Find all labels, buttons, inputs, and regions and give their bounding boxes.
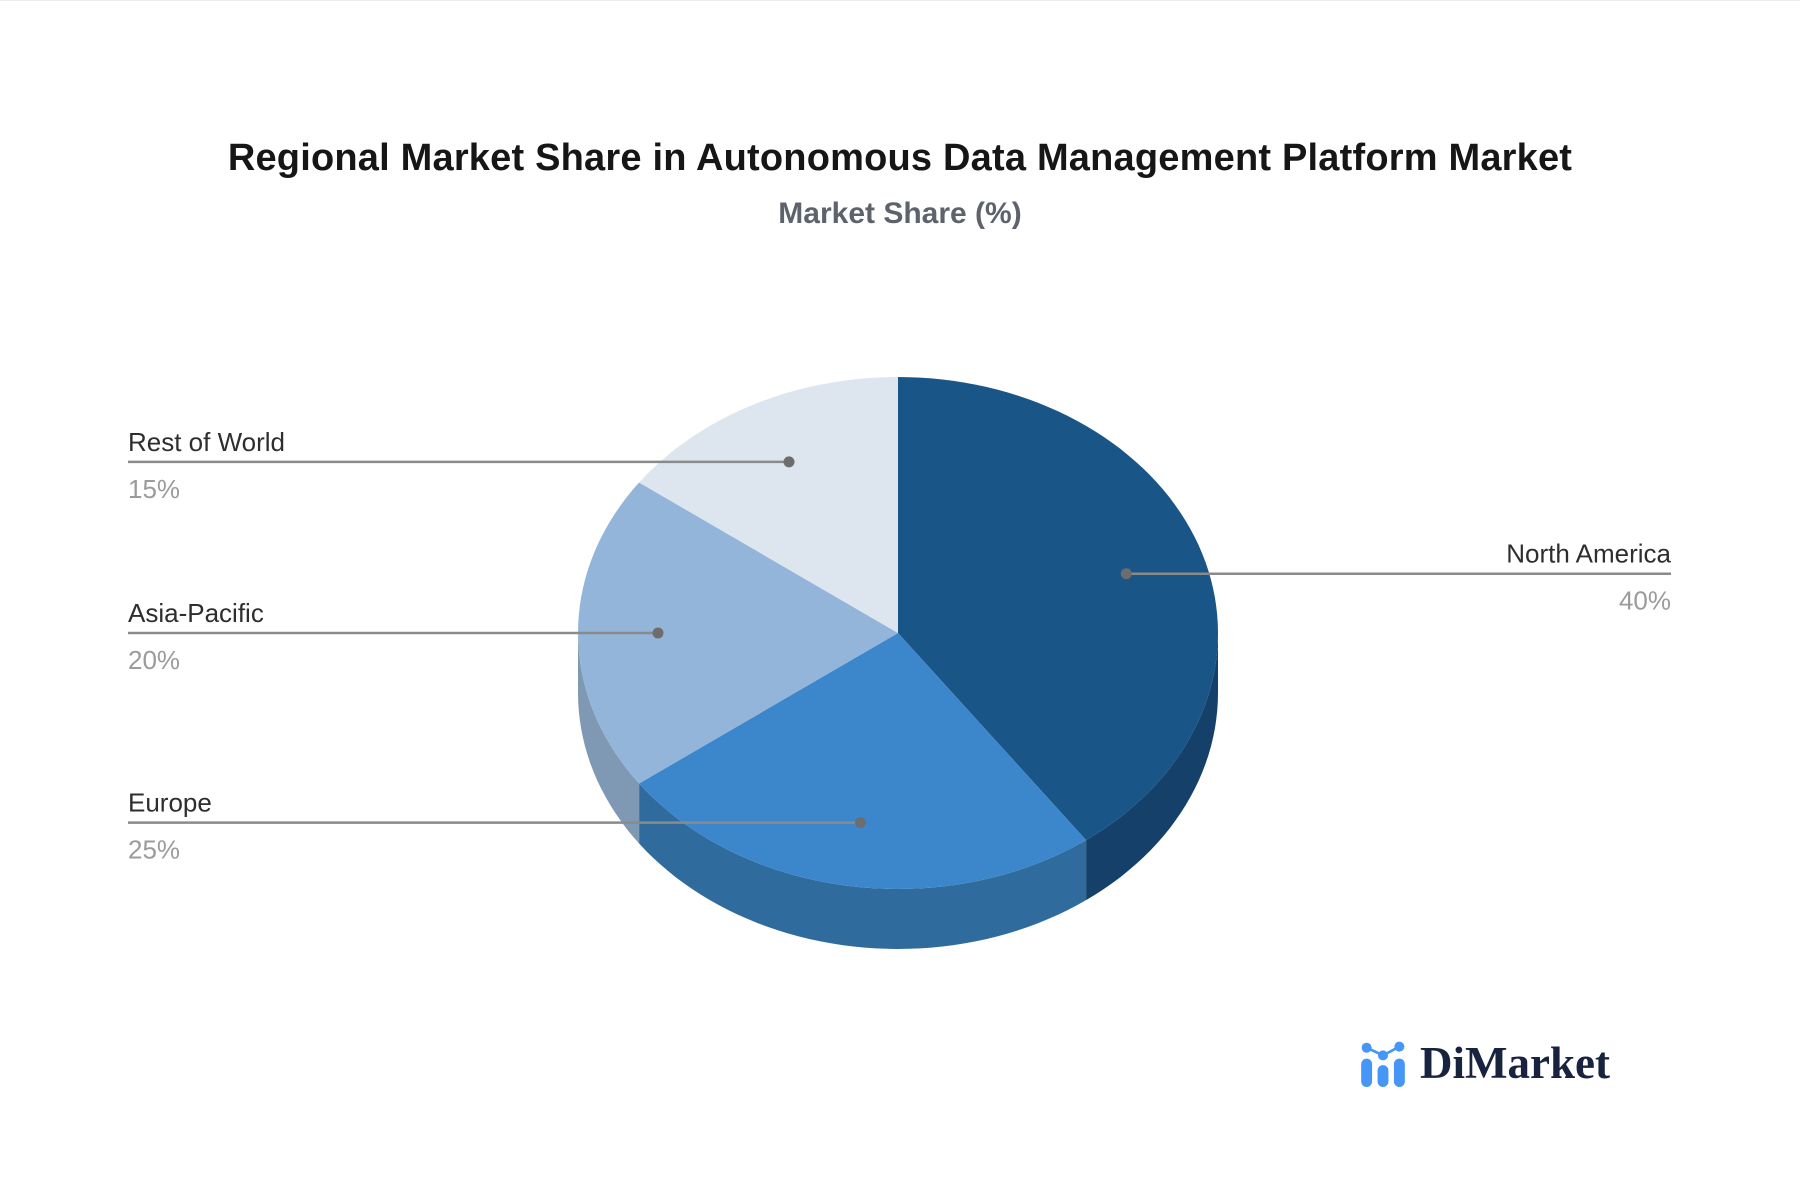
- pie-slice-side-europe: [639, 783, 1087, 949]
- pie-label-rest-of-world: Rest of World: [128, 427, 285, 457]
- pie-slice-side-asia-pacific: [578, 633, 640, 844]
- pie-percent-europe: 25%: [128, 835, 180, 865]
- bar-chart-logo-icon: [1361, 1041, 1405, 1087]
- pie-slice-asia-pacific: [578, 482, 898, 784]
- pie-slice-rest-of-world: [639, 377, 898, 633]
- leader-dot-europe: [855, 817, 866, 829]
- pie-slice-europe: [639, 633, 1087, 889]
- pie-slice-side-north-america: [1086, 633, 1218, 901]
- leader-dot-rest-of-world: [783, 456, 795, 468]
- brand-logo: DiMarket: [1360, 1039, 1610, 1087]
- pie-percent-asia-pacific: 20%: [128, 645, 180, 675]
- pie-slice-north-america: [898, 377, 1218, 841]
- leader-dot-north-america: [1120, 568, 1132, 580]
- leader-dot-asia-pacific: [652, 627, 664, 639]
- chart-title: Regional Market Share in Autonomous Data…: [227, 137, 1573, 179]
- pie-label-europe: Europe: [128, 788, 212, 818]
- brand-logo-text: DiMarket: [1420, 1037, 1610, 1088]
- pie-label-north-america: North America: [1506, 539, 1671, 569]
- pie-percent-rest-of-world: 15%: [128, 474, 180, 504]
- pie-label-asia-pacific: Asia-Pacific: [128, 598, 264, 628]
- pie-percent-north-america: 40%: [1619, 586, 1671, 616]
- chart-subtitle: Market Share (%): [778, 197, 1022, 230]
